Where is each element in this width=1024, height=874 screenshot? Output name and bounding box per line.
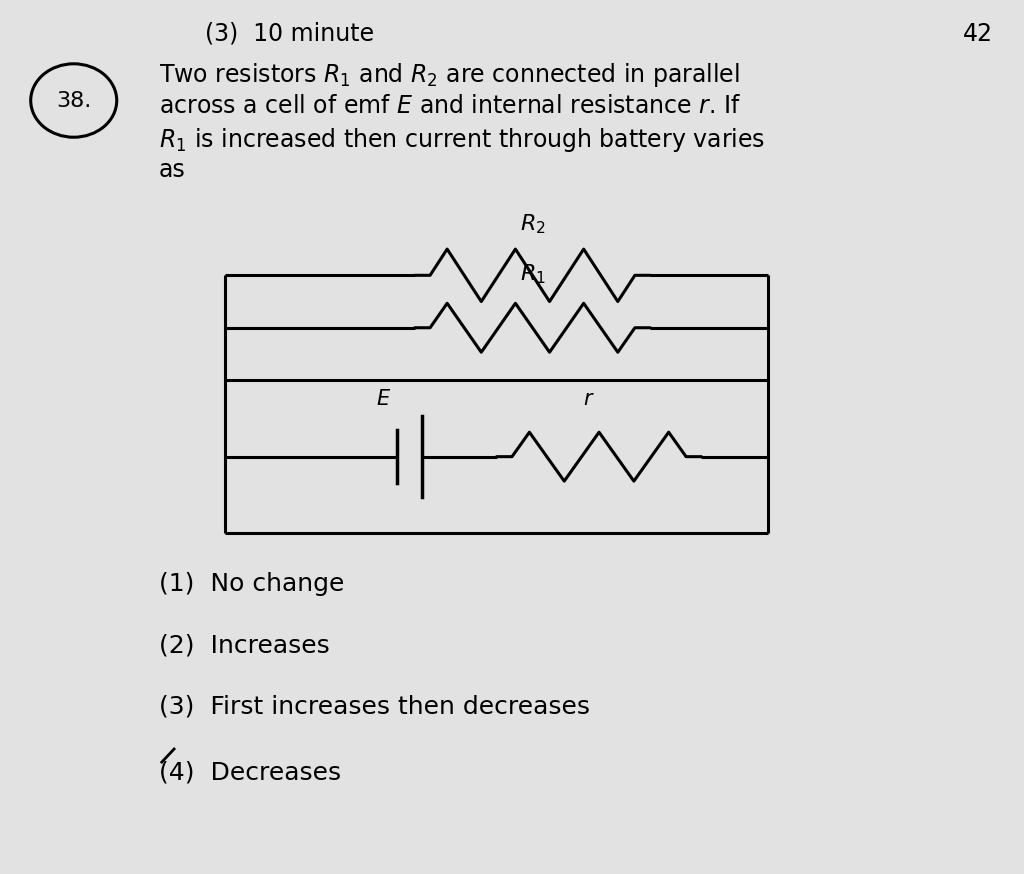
Text: across a cell of emf $E$ and internal resistance $r$. If: across a cell of emf $E$ and internal re… xyxy=(159,94,741,117)
Text: $R_2$: $R_2$ xyxy=(519,212,546,236)
Text: $r$: $r$ xyxy=(583,389,595,409)
Text: $R_1$: $R_1$ xyxy=(519,262,546,286)
Text: (4)  Decreases: (4) Decreases xyxy=(159,760,341,784)
Text: $R_1$ is increased then current through battery varies: $R_1$ is increased then current through … xyxy=(159,126,765,154)
Text: (1)  No change: (1) No change xyxy=(159,572,344,596)
Text: as: as xyxy=(159,158,185,182)
Text: $E$: $E$ xyxy=(377,389,391,409)
Text: (2)  Increases: (2) Increases xyxy=(159,634,330,657)
Text: (3)  10 minute: (3) 10 minute xyxy=(205,22,374,45)
Text: (3)  First increases then decreases: (3) First increases then decreases xyxy=(159,695,590,718)
Text: Two resistors $R_1$ and $R_2$ are connected in parallel: Two resistors $R_1$ and $R_2$ are connec… xyxy=(159,61,739,89)
Text: 42: 42 xyxy=(964,22,993,45)
Text: 38.: 38. xyxy=(56,91,91,110)
